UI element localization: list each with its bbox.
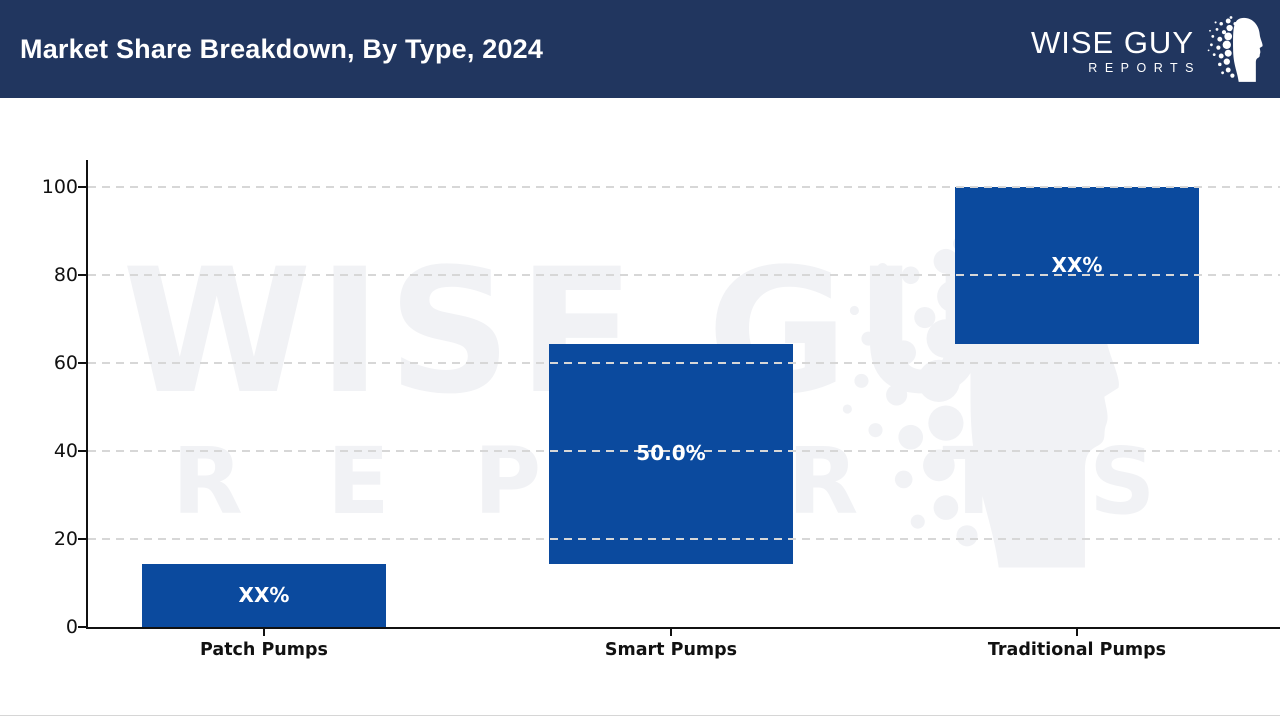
- header-bar: Market Share Breakdown, By Type, 2024 WI…: [0, 0, 1280, 98]
- y-axis-tick-label: 0: [65, 616, 78, 638]
- bar-value-label: 50.0%: [636, 441, 706, 466]
- x-axis-tick: [1076, 629, 1078, 636]
- y-axis-tick-label: 80: [53, 264, 78, 286]
- brand-logo: WISE GUY REPORTS: [1031, 7, 1266, 91]
- y-axis-tick-label: 40: [53, 440, 78, 462]
- y-gridline: [88, 362, 1280, 364]
- y-gridline: [88, 538, 1280, 540]
- y-axis-line: [86, 160, 88, 629]
- brand-subname: REPORTS: [1088, 61, 1201, 76]
- y-axis-tick: [78, 362, 86, 364]
- x-axis-category-label: Smart Pumps: [604, 640, 738, 660]
- y-axis-tick: [78, 450, 86, 452]
- bar-value-label: XX%: [1051, 252, 1103, 277]
- x-axis-line: [86, 627, 1280, 629]
- y-gridline: [88, 186, 1280, 188]
- bar-segment: [955, 187, 1199, 345]
- y-axis-tick: [78, 538, 86, 540]
- x-axis-tick: [263, 629, 265, 636]
- y-axis-tick-label: 20: [53, 528, 78, 550]
- plot-area: WISE GUY R E P O R T S XX%Patch Pumps50.…: [0, 98, 1280, 714]
- brand-head-icon: [1196, 7, 1266, 91]
- x-axis-tick: [670, 629, 672, 636]
- bar-value-label: XX%: [238, 582, 290, 607]
- y-axis-tick: [78, 626, 86, 628]
- y-gridline: [88, 274, 1280, 276]
- brand-logo-text: WISE GUY REPORTS: [1031, 27, 1194, 75]
- bar-segment: [549, 344, 793, 565]
- page-bottom-divider: [0, 715, 1280, 716]
- x-axis-category-label: Patch Pumps: [200, 640, 328, 660]
- y-axis-tick: [78, 274, 86, 276]
- brand-name: WISE GUY: [1030, 25, 1194, 61]
- y-axis-tick-label: 60: [53, 352, 78, 374]
- y-axis-tick: [78, 186, 86, 188]
- y-gridline: [88, 450, 1280, 452]
- y-axis-tick-label: 100: [41, 176, 78, 198]
- x-axis-category-label: Traditional Pumps: [987, 640, 1167, 660]
- chart-title: Market Share Breakdown, By Type, 2024: [20, 33, 544, 64]
- bar-segment: [142, 564, 386, 627]
